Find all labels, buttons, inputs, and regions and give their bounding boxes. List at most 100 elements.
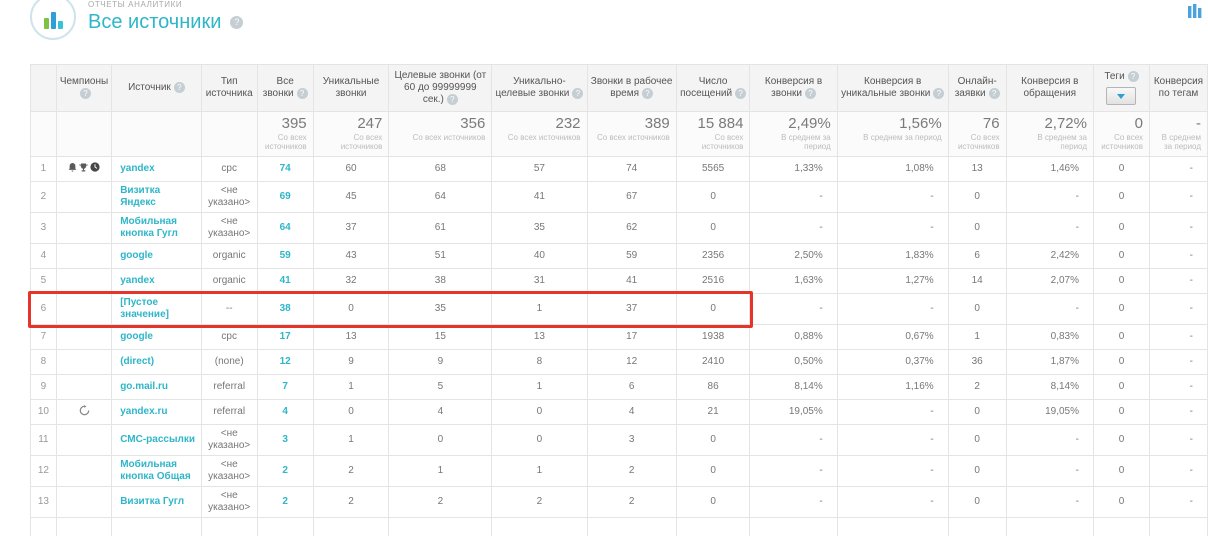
help-icon[interactable]: ? [735,88,747,99]
help-icon[interactable]: ? [1127,71,1139,82]
cell-conv_tags: - [1148,243,1208,270]
cell-visits: 21 [675,399,751,426]
all-calls-value[interactable]: 69 [279,191,291,203]
cell-work_time: 41 [586,268,677,295]
all-calls-value[interactable]: 4 [282,406,288,418]
cell-champions [55,268,113,295]
help-icon[interactable]: ? [572,88,584,99]
column-label: Целевые звонки (от 60 до 99999999 сек.) [394,70,487,106]
cell-tags: 0 [1093,212,1150,245]
column-label: Уникально-целевые звонки [495,76,570,100]
tags-dropdown-button[interactable] [1106,87,1137,106]
cell-conv_calls: - [749,424,838,457]
all-calls-value[interactable]: 64 [279,222,291,234]
cell-num: 5 [30,268,57,295]
cell-all_calls: 59 [256,243,314,270]
help-icon[interactable]: ? [296,88,308,99]
cell-source: [Пустое значение] [111,293,202,326]
trophy-icon[interactable] [79,162,88,177]
cell-source: Визитка Яндекс [111,181,202,214]
cell-conv_appeals: 2,07% [1005,268,1095,295]
cell-tags: 0 [1093,181,1150,214]
source-link[interactable]: google [120,331,153,343]
cell-champions [55,424,113,457]
cell-conv_calls: 0,50% [749,349,838,376]
summary-caption: Со всех источников [507,133,581,143]
source-link[interactable]: yandex [120,163,155,175]
title-help-icon[interactable]: ? [230,16,244,29]
cell-empty [586,517,677,536]
cell-work_time: 74 [586,156,677,183]
all-calls-value[interactable]: 41 [279,275,291,287]
cell-unique_calls: 2 [312,486,390,519]
cell-type: <не указано> [200,212,258,245]
all-calls-value[interactable]: 3 [282,434,288,446]
source-link[interactable]: google [120,250,153,262]
all-calls-value[interactable]: 17 [279,331,291,343]
cell-conv_unique: 1,16% [836,374,949,401]
table-row: 4 google organic 59 43 51 40 59 2356 2,50% 1,83% 6 2… [30,243,1208,270]
source-link[interactable]: [Пустое значение] [120,297,169,321]
cell-conv_calls: - [749,293,838,326]
summary-caption: Со всех источников [597,133,670,143]
all-calls-value[interactable]: 59 [279,250,291,262]
column-header-unique_target: Уникально-целевые звонки? [491,63,588,113]
source-link[interactable]: yandex [120,275,155,287]
column-label: Онлайн-заявки [954,76,997,100]
help-icon[interactable]: ? [805,88,817,99]
table-header-row: Чемпионы? Источник? Тип источника Все звонк… [30,63,1208,113]
cell-tags: 0 [1093,156,1150,183]
bell-icon[interactable] [68,162,77,177]
source-link[interactable]: Визитка Яндекс [120,185,161,209]
column-label: Все звонки [262,76,294,100]
cell-conv_calls: - [749,455,838,488]
all-calls-value[interactable]: 7 [282,381,288,393]
source-link[interactable]: СМС-рассылки [120,434,196,446]
source-link[interactable]: (direct) [120,356,155,368]
help-icon[interactable]: ? [80,88,92,99]
source-link[interactable]: Визитка Гугл [120,496,185,508]
refresh-icon[interactable] [79,404,90,420]
column-header-conv_tags: Конверсия по тегам [1148,63,1208,113]
all-calls-value[interactable]: 2 [282,465,288,477]
column-header-num [30,63,57,113]
cell-target_calls: 35 [388,293,493,326]
source-link[interactable]: Мобильная кнопка Общая [120,459,191,483]
clock-icon[interactable] [90,162,100,176]
help-icon[interactable]: ? [988,88,1000,99]
cell-champions [55,156,113,183]
cell-source: yandex.ru [111,399,202,426]
help-icon[interactable]: ? [933,88,945,99]
all-calls-value[interactable]: 74 [279,163,291,175]
source-link[interactable]: go.mail.ru [120,381,168,393]
all-calls-value[interactable]: 2 [282,496,288,508]
summary-value: 1,56% [899,115,942,133]
columns-settings-icon[interactable] [1188,4,1202,23]
cell-work_time: 2 [586,486,677,519]
summary-row: 395 Со всех источников 247 Со всех источник… [30,111,1208,158]
cell-conv_tags: - [1148,486,1208,519]
help-icon[interactable]: ? [642,88,654,99]
cell-tags: 0 [1093,399,1150,426]
cell-champions [55,374,113,401]
cell-empty [111,517,202,536]
cell-visits: 0 [675,486,751,519]
summary-visits: 15 884 Со всех источников [675,111,751,158]
column-header-visits: Число посещений? [675,63,751,113]
cell-visits: 0 [675,424,751,457]
table-row: 8 (direct) (none) 12 9 9 8 12 2410 0,50% 0,37% 36 1,… [30,349,1208,376]
cell-conv_appeals: - [1005,181,1095,214]
help-icon[interactable]: ? [446,94,458,105]
column-label: Конверсия в звонки [764,76,823,100]
help-icon[interactable]: ? [173,82,185,93]
source-link[interactable]: Мобильная кнопка Гугл [120,216,178,240]
column-header-all_calls: Все звонки? [256,63,314,113]
source-link[interactable]: yandex.ru [120,406,168,418]
cell-unique_target: 57 [491,156,588,183]
cell-work_time: 62 [586,212,677,245]
cell-unique_calls: 1 [312,374,390,401]
all-calls-value[interactable]: 12 [279,356,291,368]
cell-conv_appeals: - [1005,486,1095,519]
all-calls-value[interactable]: 38 [279,303,291,315]
summary-caption: Со всех источников [701,133,744,152]
